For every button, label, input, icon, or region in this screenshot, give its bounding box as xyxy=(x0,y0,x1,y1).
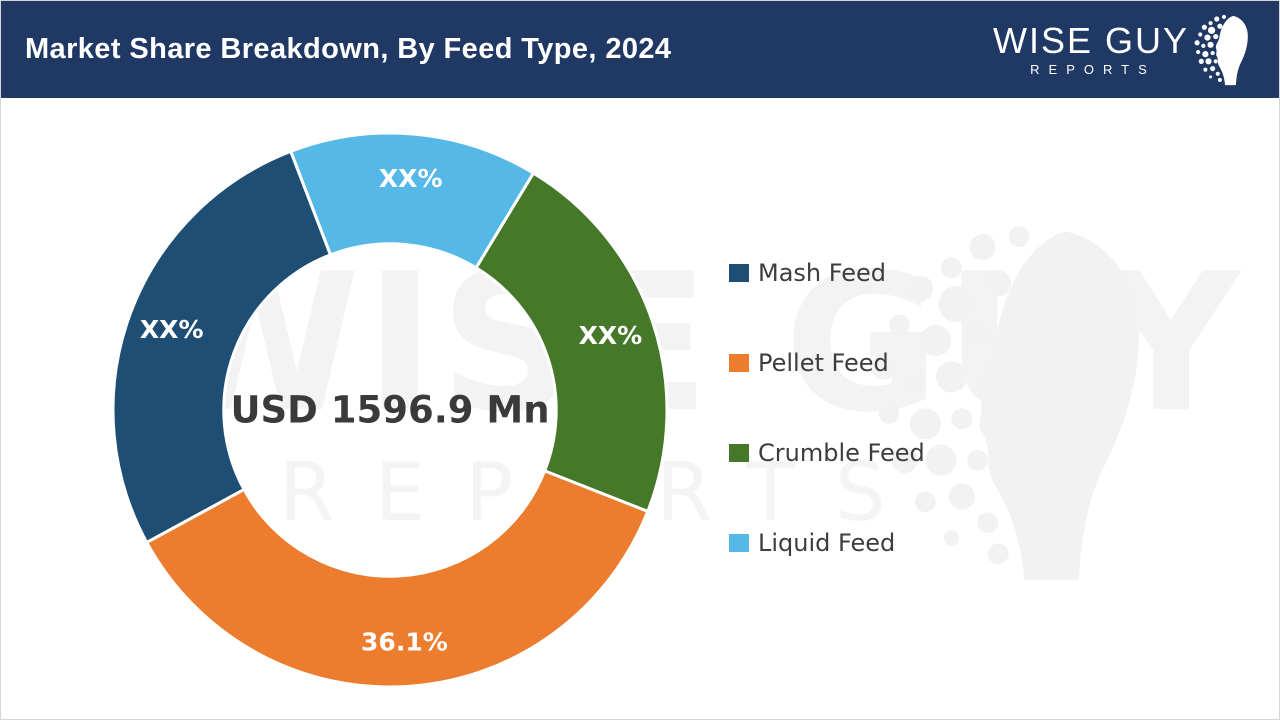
brand-name: WISE GUY xyxy=(992,20,1189,61)
header: Market Share Breakdown, By Feed Type, 20… xyxy=(1,1,1279,98)
donut-segment-value: XX% xyxy=(379,164,443,193)
brand-subname: REPORTS xyxy=(1030,62,1156,77)
donut-segment-value: XX% xyxy=(140,315,204,344)
donut-segment-pellet-feed xyxy=(145,469,650,689)
legend: Mash Feed Pellet Feed Crumble Feed Liquid F… xyxy=(729,259,925,619)
legend-swatch xyxy=(729,534,749,552)
legend-swatch xyxy=(729,444,749,462)
donut-segment-value: 36.1% xyxy=(361,628,448,657)
legend-label: Liquid Feed xyxy=(758,529,896,557)
brand-logo: WISE GUY REPORTS xyxy=(993,13,1255,87)
donut-segment-value: XX% xyxy=(579,321,643,350)
legend-swatch xyxy=(729,354,749,372)
page-title: Market Share Breakdown, By Feed Type, 20… xyxy=(25,33,672,65)
donut-center-value: USD 1596.9 Mn xyxy=(230,389,549,432)
legend-swatch xyxy=(729,264,749,282)
brand-face-icon xyxy=(1193,13,1255,87)
legend-item: Crumble Feed xyxy=(729,439,925,467)
legend-item: Mash Feed xyxy=(729,259,925,287)
legend-item: Liquid Feed xyxy=(729,529,925,557)
legend-label: Pellet Feed xyxy=(758,349,889,377)
legend-label: Mash Feed xyxy=(758,259,887,287)
donut-segment-crumble-feed xyxy=(474,171,669,513)
brand-logo-text: WISE GUY REPORTS xyxy=(992,20,1189,77)
donut-chart: XX% XX% 36.1% XX% USD 1596.9 Mn xyxy=(111,131,669,689)
donut-segment-mash-feed xyxy=(111,149,332,544)
legend-label: Crumble Feed xyxy=(758,439,925,467)
legend-item: Pellet Feed xyxy=(729,349,925,377)
